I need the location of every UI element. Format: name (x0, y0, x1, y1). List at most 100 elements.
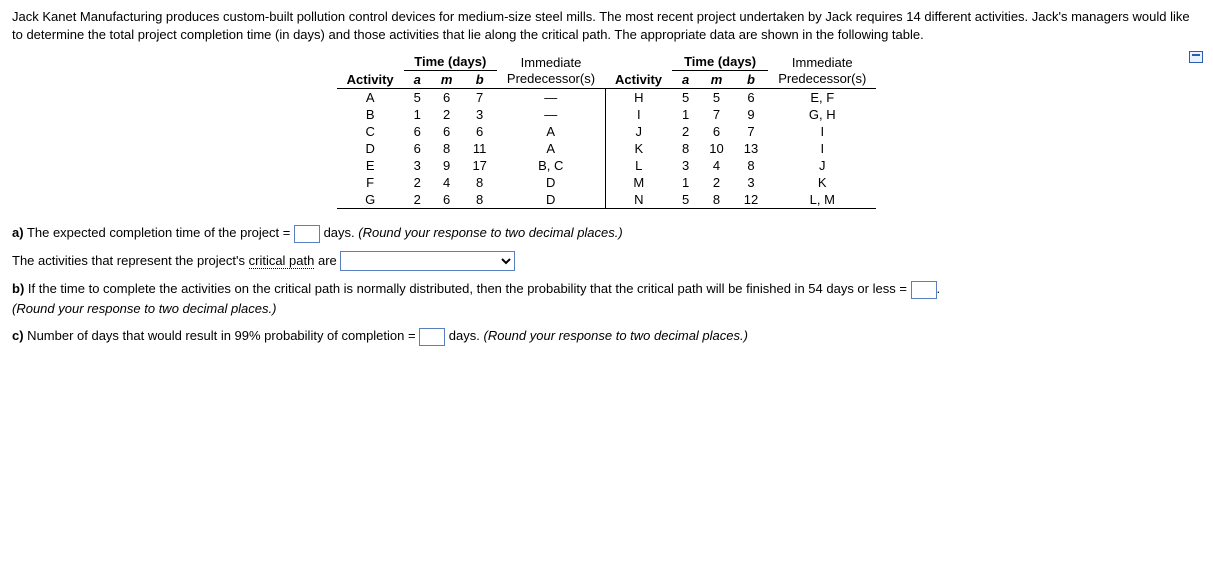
cell-act: B (337, 106, 404, 123)
cell-a: 6 (404, 140, 431, 157)
data-table-container: Time (days) ImmediatePredecessor(s) Time… (12, 53, 1201, 209)
cell-act: E (337, 157, 404, 174)
cell-a: 2 (404, 174, 431, 191)
cell-pred: B, C (497, 157, 605, 174)
problem-intro: Jack Kanet Manufacturing produces custom… (12, 8, 1201, 43)
cell-act: D (337, 140, 404, 157)
qa-a-round: (Round your response to two decimal plac… (358, 225, 622, 240)
cell-m: 10 (699, 140, 733, 157)
table-row: E3917B, CL348J (337, 157, 877, 174)
cell-pred: — (497, 89, 605, 107)
cell-pred: G, H (768, 106, 876, 123)
cell-m: 8 (699, 191, 733, 209)
a-col-left: a (404, 71, 431, 89)
qa-a-label: a) (12, 225, 24, 240)
cell-pred: J (768, 157, 876, 174)
cell-act: A (337, 89, 404, 107)
qa-c-label: c) (12, 328, 24, 343)
cell-m: 2 (699, 174, 733, 191)
probability-input[interactable] (911, 281, 937, 299)
activity-col-left: Activity (337, 71, 404, 89)
cell-a: 2 (404, 191, 431, 209)
cell-pred: D (497, 191, 605, 209)
qa-a-text1: The expected completion time of the proj… (24, 225, 294, 240)
cell-b: 3 (462, 106, 496, 123)
cell-act: L (605, 157, 672, 174)
activity-col-right: Activity (605, 71, 672, 89)
expected-time-input[interactable] (294, 225, 320, 243)
critpath-post: are (314, 253, 340, 268)
cell-a: 1 (672, 106, 699, 123)
cell-act: M (605, 174, 672, 191)
table-row: G268DN5812L, M (337, 191, 877, 209)
cell-m: 2 (431, 106, 463, 123)
cell-a: 5 (672, 191, 699, 209)
cell-b: 7 (462, 89, 496, 107)
popout-icon[interactable] (1189, 51, 1203, 63)
cell-m: 6 (431, 191, 463, 209)
header-row-1: Time (days) ImmediatePredecessor(s) Time… (337, 53, 877, 71)
cell-a: 2 (672, 123, 699, 140)
cell-m: 8 (431, 140, 463, 157)
cell-b: 12 (734, 191, 768, 209)
cell-pred: A (497, 123, 605, 140)
activity-table: Time (days) ImmediatePredecessor(s) Time… (337, 53, 877, 209)
cell-m: 4 (699, 157, 733, 174)
b-col-right: b (734, 71, 768, 89)
cell-a: 5 (404, 89, 431, 107)
cell-pred: I (768, 140, 876, 157)
table-row: A567—H556E, F (337, 89, 877, 107)
cell-a: 3 (404, 157, 431, 174)
cell-pred: I (768, 123, 876, 140)
a-col-right: a (672, 71, 699, 89)
table-row: D6811AK81013I (337, 140, 877, 157)
cell-pred: — (497, 106, 605, 123)
cell-a: 5 (672, 89, 699, 107)
cell-pred: K (768, 174, 876, 191)
cell-b: 6 (462, 123, 496, 140)
cell-b: 7 (734, 123, 768, 140)
pred-header-left: ImmediatePredecessor(s) (497, 53, 605, 89)
cell-m: 6 (699, 123, 733, 140)
question-b-line: b) If the time to complete the activitie… (12, 279, 1201, 318)
cell-pred: L, M (768, 191, 876, 209)
m-col-right: m (699, 71, 733, 89)
cell-m: 4 (431, 174, 463, 191)
cell-a: 1 (404, 106, 431, 123)
critical-path-select[interactable] (340, 251, 515, 271)
m-col-left: m (431, 71, 463, 89)
days-99-input[interactable] (419, 328, 445, 346)
table-row: C666AJ267I (337, 123, 877, 140)
cell-act: I (605, 106, 672, 123)
question-c-line: c) Number of days that would result in 9… (12, 326, 1201, 346)
cell-m: 7 (699, 106, 733, 123)
b-col-left: b (462, 71, 496, 89)
cell-act: F (337, 174, 404, 191)
cell-pred: E, F (768, 89, 876, 107)
question-a-line: a) The expected completion time of the p… (12, 223, 1201, 243)
cell-b: 9 (734, 106, 768, 123)
critical-path-term: critical path (249, 253, 315, 269)
cell-a: 8 (672, 140, 699, 157)
qa-b-label: b) (12, 281, 24, 296)
cell-b: 17 (462, 157, 496, 174)
cell-m: 9 (431, 157, 463, 174)
cell-act: C (337, 123, 404, 140)
qa-c-text1: Number of days that would result in 99% … (24, 328, 420, 343)
cell-m: 6 (431, 89, 463, 107)
cell-m: 6 (431, 123, 463, 140)
cell-b: 11 (462, 140, 496, 157)
cell-act: N (605, 191, 672, 209)
cell-act: K (605, 140, 672, 157)
cell-a: 3 (672, 157, 699, 174)
pred-header-right: ImmediatePredecessor(s) (768, 53, 876, 89)
cell-a: 6 (404, 123, 431, 140)
qa-b-text1: If the time to complete the activities o… (24, 281, 910, 296)
cell-act: J (605, 123, 672, 140)
qa-b-round: (Round your response to two decimal plac… (12, 299, 1201, 319)
time-group-left: Time (days) (404, 53, 497, 71)
cell-pred: D (497, 174, 605, 191)
critpath-pre: The activities that represent the projec… (12, 253, 249, 268)
qa-c-text2: days. (445, 328, 483, 343)
qa-a-text2: days. (320, 225, 358, 240)
